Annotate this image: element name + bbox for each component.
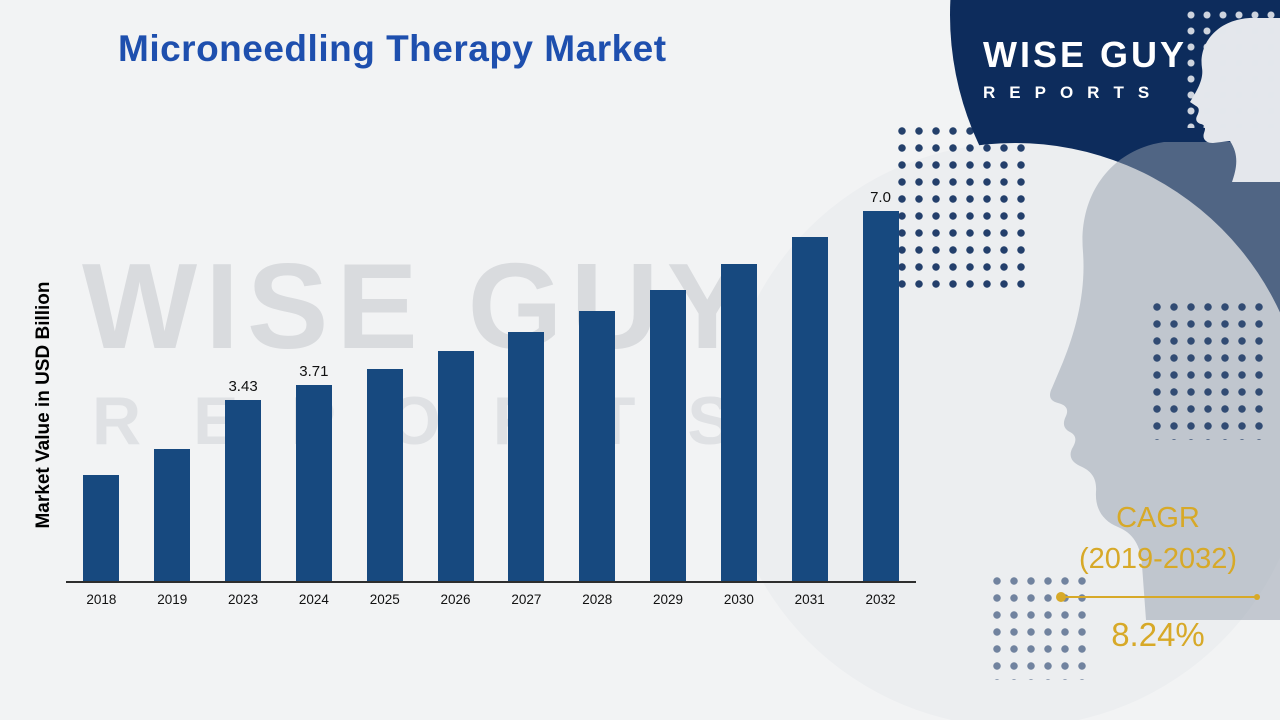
bar-column-2025: [349, 369, 420, 581]
x-tick-2027: 2027: [491, 583, 562, 607]
bar-column-2032: 7.0: [845, 189, 916, 581]
cagr-period: (2019-2032): [1040, 543, 1276, 576]
bar-column-2019: [137, 449, 208, 581]
x-tick-2025: 2025: [349, 583, 420, 607]
x-tick-2018: 2018: [66, 583, 137, 607]
cagr-value: 8.24%: [1040, 616, 1276, 654]
bar-column-2018: [66, 475, 137, 581]
halftone-dots-icon: [1152, 302, 1266, 440]
bar-column-2023: 3.43: [208, 378, 279, 581]
bar-2024: [296, 385, 332, 581]
bar-2025: [367, 369, 403, 581]
bar-2026: [438, 351, 474, 581]
bar-column-2028: [562, 311, 633, 581]
y-axis-label: Market Value in USD Billion: [33, 281, 55, 528]
bar-column-2031: [774, 237, 845, 581]
bar-2030: [721, 264, 757, 581]
brand-name: WISE GUY: [983, 34, 1187, 76]
x-tick-2032: 2032: [845, 583, 916, 607]
x-tick-2031: 2031: [774, 583, 845, 607]
bar-2031: [792, 237, 828, 581]
bar-column-2024: 3.71: [278, 363, 349, 581]
bar-2032: [863, 211, 899, 581]
bar-2023: [225, 400, 261, 581]
halftone-dots-icon: [897, 126, 1029, 294]
brand-logo: WISE GUY REPORTS: [983, 34, 1187, 103]
bar-column-2027: [491, 332, 562, 581]
bar-column-2029: [633, 290, 704, 581]
x-tick-2029: 2029: [633, 583, 704, 607]
infographic: WISE GUY REPORTS Microneedling Therapy M…: [0, 0, 1280, 720]
bar-value-label: 3.43: [228, 378, 257, 395]
x-tick-2023: 2023: [208, 583, 279, 607]
cagr-callout: CAGR (2019-2032) 8.24%: [1040, 502, 1276, 654]
bar-area: 3.43 3.71 7.0: [66, 158, 916, 583]
x-tick-2030: 2030: [703, 583, 774, 607]
page-title: Microneedling Therapy Market: [118, 28, 667, 70]
cagr-label: CAGR: [1040, 502, 1276, 535]
divider-line: [1059, 596, 1257, 598]
bar-value-label: 7.0: [870, 189, 891, 206]
bar-2029: [650, 290, 686, 581]
x-axis-row: 2018201920232024202520262027202820292030…: [66, 583, 916, 607]
bar-2027: [508, 332, 544, 581]
bar-2028: [579, 311, 615, 581]
bar-2018: [83, 475, 119, 581]
brand-subname: REPORTS: [983, 83, 1187, 103]
halftone-dots-icon: [1186, 10, 1276, 128]
bar-chart: 3.43 3.71 7.0 2018201920232024202520262027…: [66, 158, 916, 607]
bar-2019: [154, 449, 190, 581]
x-tick-2019: 2019: [137, 583, 208, 607]
x-tick-2026: 2026: [420, 583, 491, 607]
x-tick-2024: 2024: [278, 583, 349, 607]
bar-column-2030: [703, 264, 774, 581]
x-tick-2028: 2028: [562, 583, 633, 607]
bar-column-2026: [420, 351, 491, 581]
bar-value-label: 3.71: [299, 363, 328, 380]
